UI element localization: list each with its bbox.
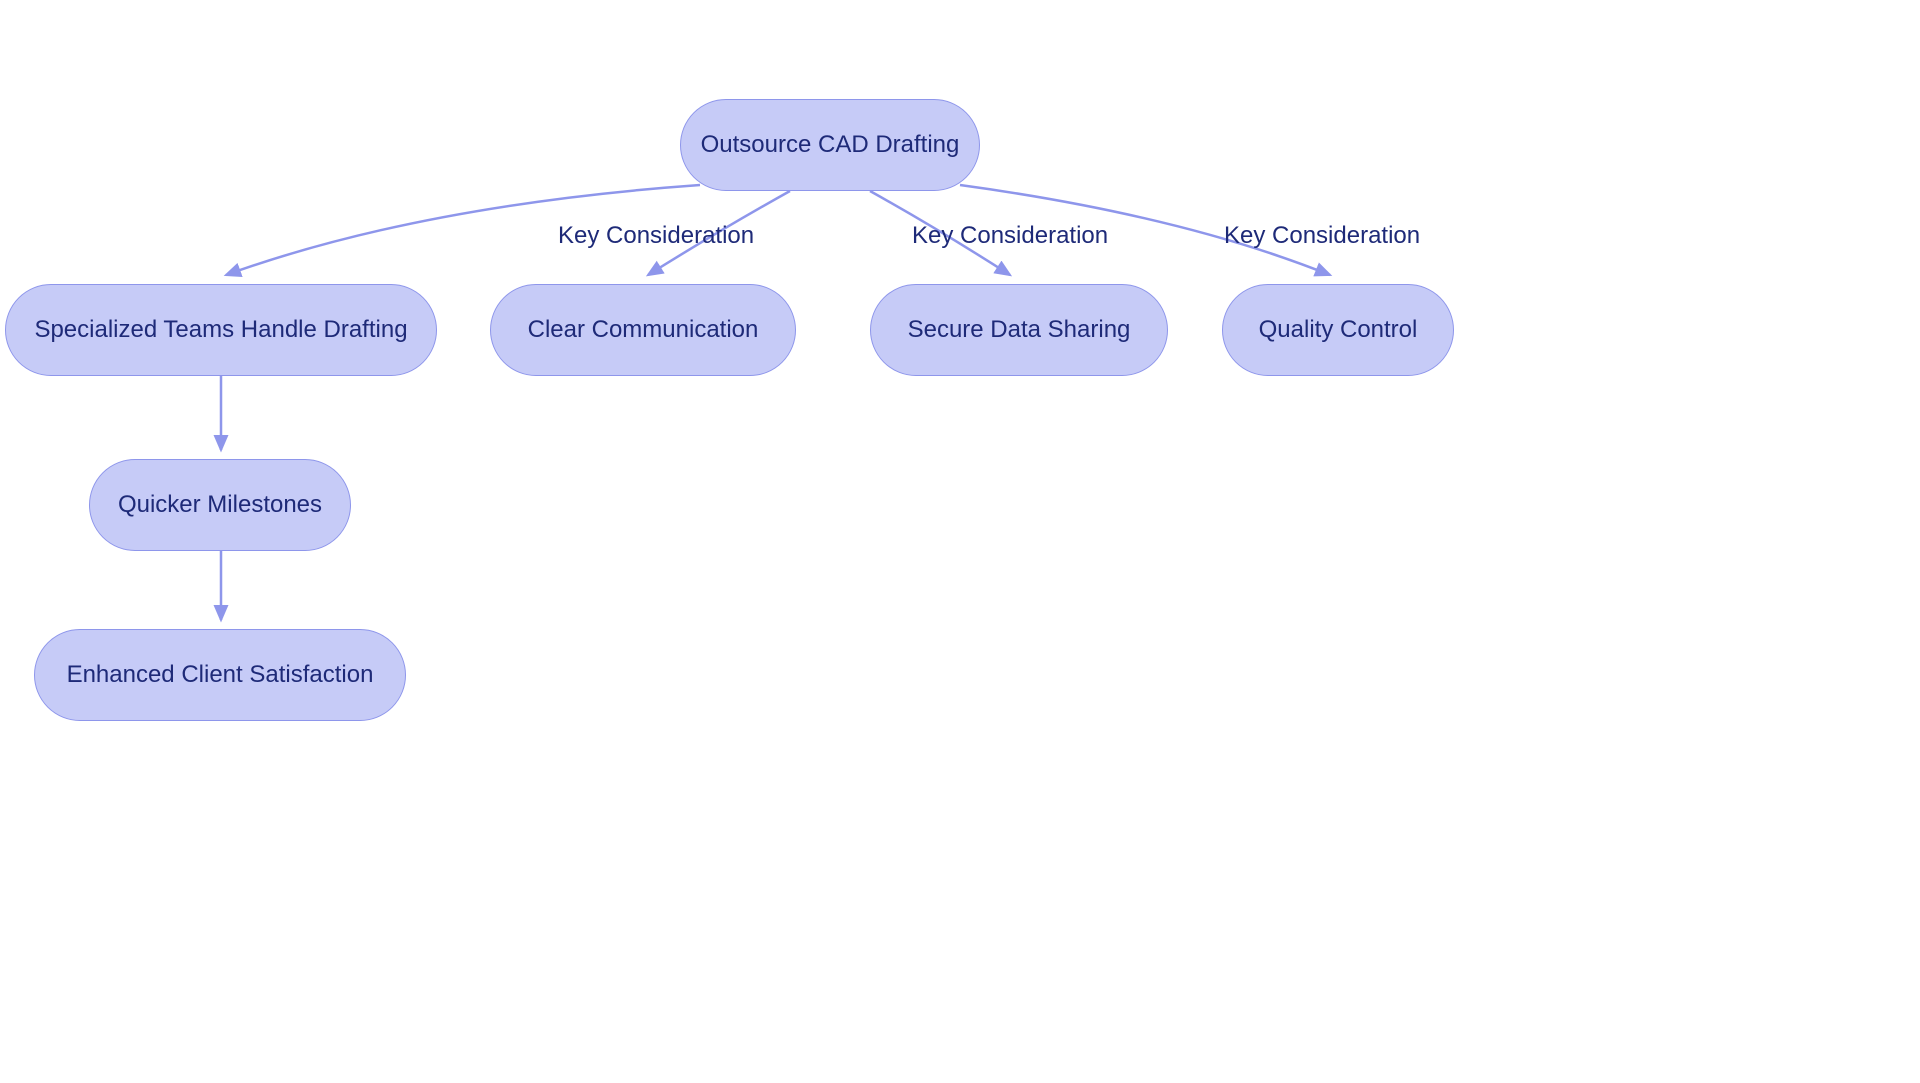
node-clear: Clear Communication [490, 284, 796, 376]
edge-label-root-secure: Key Consideration [912, 222, 1108, 250]
edge-label-root-clear: Key Consideration [558, 222, 754, 250]
node-quicker: Quicker Milestones [89, 459, 351, 551]
node-root: Outsource CAD Drafting [680, 99, 980, 191]
node-quality: Quality Control [1222, 284, 1454, 376]
edge-label-root-quality: Key Consideration [1224, 222, 1420, 250]
node-specialized: Specialized Teams Handle Drafting [5, 284, 437, 376]
node-enhanced: Enhanced Client Satisfaction [34, 629, 406, 721]
node-secure: Secure Data Sharing [870, 284, 1168, 376]
